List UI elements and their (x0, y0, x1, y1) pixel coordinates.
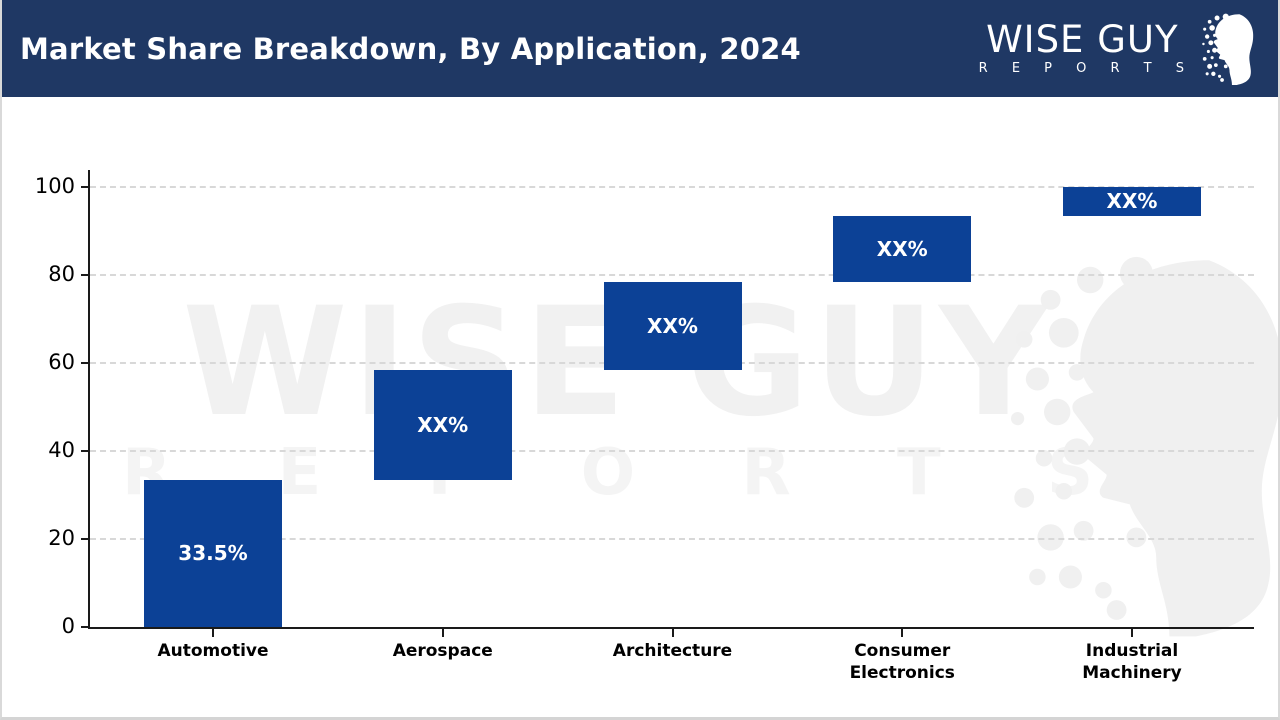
gridline-40 (90, 450, 1254, 452)
y-tick-80 (81, 274, 89, 276)
bar-value-label: XX% (647, 313, 698, 338)
y-tick-60 (81, 362, 89, 364)
bar-value-label: XX% (876, 236, 928, 261)
bar-consumer-electronics: XX% (833, 215, 972, 282)
x-tick-4 (1131, 629, 1133, 637)
x-tick-2 (671, 629, 674, 637)
x-axis-line (88, 627, 1254, 629)
wiseguy-logo: WISE GUY R E P O R T S (971, 11, 1258, 87)
x-category-label-consumer-electronics: Consumer Electronics (849, 641, 955, 683)
x-category-label-automotive: Automotive (157, 641, 269, 661)
bar-industrial-machinery: XX% (1063, 187, 1201, 216)
bar-value-label: XX% (1106, 189, 1158, 214)
header-bar: Market Share Breakdown, By Application, … (2, 0, 1278, 97)
waterfall-chart: 0 20 40 60 80 100 33.5% XX% XX% XX% XX% Automotive A… (2, 97, 1278, 717)
y-tick-100 (81, 186, 89, 188)
y-axis-line (88, 170, 90, 629)
y-tick-label-40: 40 (48, 438, 75, 462)
y-tick-label-0: 0 (61, 614, 75, 638)
x-category-label-industrial-machinery: Industrial Machinery (1082, 641, 1182, 683)
wiseguy-logo-text: WISE GUY R E P O R T S (971, 18, 1194, 77)
y-tick-label-20: 20 (48, 526, 75, 550)
bar-architecture: XX% (603, 281, 742, 370)
wiseguy-logo-subtitle: R E P O R T S (978, 61, 1194, 76)
y-tick-label-100: 100 (34, 174, 75, 198)
page-title: Market Share Breakdown, By Application, … (20, 31, 801, 66)
x-category-label-architecture: Architecture (612, 641, 733, 661)
wiseguy-logo-title: WISE GUY (986, 18, 1179, 61)
y-tick-40 (81, 450, 89, 452)
gridline-100 (90, 186, 1254, 188)
y-tick-label-60: 60 (48, 350, 75, 374)
y-tick-label-80: 80 (48, 262, 75, 286)
gridline-80 (90, 274, 1254, 276)
y-tick-0 (81, 626, 89, 628)
bar-automotive: 33.5% (144, 479, 282, 627)
x-tick-1 (441, 629, 444, 637)
y-tick-20 (81, 538, 89, 540)
wiseguy-face-icon (1202, 13, 1254, 85)
bar-aerospace: XX% (373, 369, 512, 480)
gridline-20 (90, 538, 1254, 540)
x-tick-0 (212, 629, 214, 637)
x-category-label-aerospace: Aerospace (392, 641, 493, 661)
x-tick-3 (901, 629, 904, 637)
bar-value-label: XX% (417, 412, 469, 437)
bar-value-label: 33.5% (178, 541, 248, 566)
